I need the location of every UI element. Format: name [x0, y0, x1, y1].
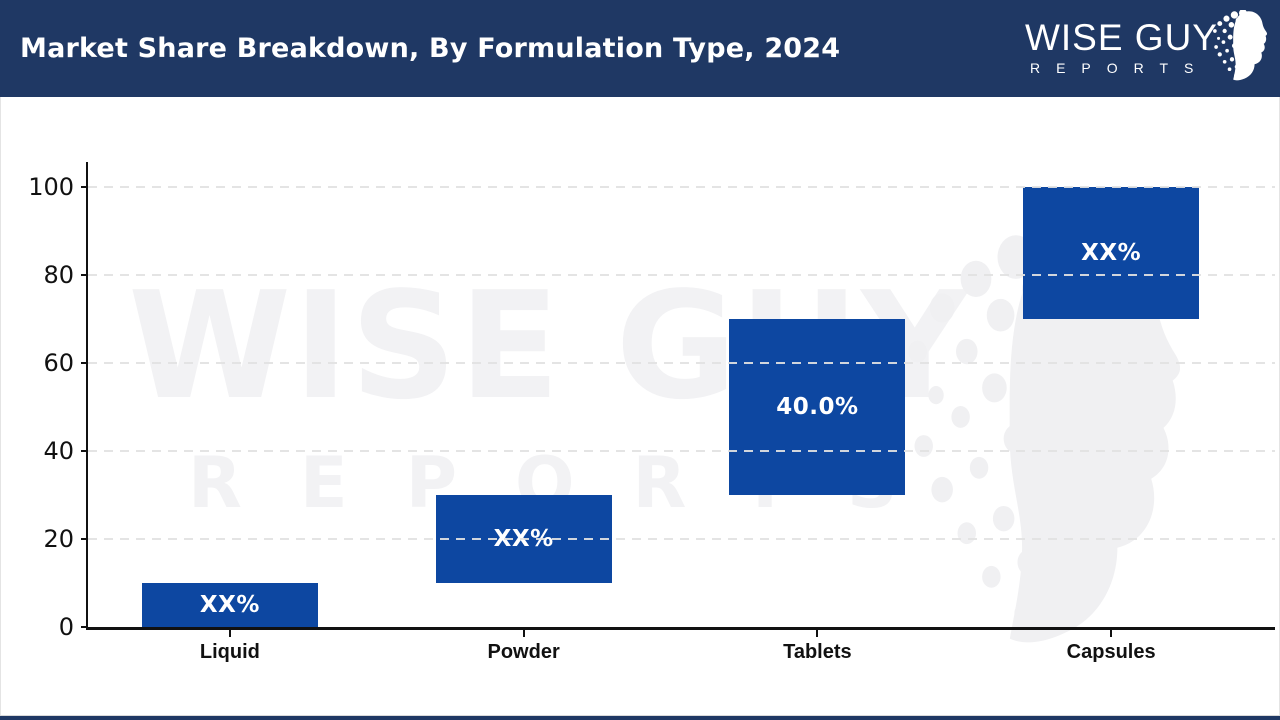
y-axis-spine	[86, 162, 88, 630]
y-gridline	[88, 274, 1275, 276]
footer-divider	[0, 715, 1280, 716]
y-tick-label: 0	[58, 613, 74, 641]
bar-label: 40.0%	[776, 394, 859, 420]
y-gridline	[88, 538, 1275, 540]
logo-text: WISE GUY REPORTS	[1024, 17, 1218, 76]
y-tick-mark	[81, 538, 88, 540]
chart-title: Market Share Breakdown, By Formulation T…	[20, 33, 841, 64]
y-tick-label: 40	[43, 437, 74, 465]
x-axis-label: Tablets	[783, 641, 852, 663]
x-axis-label: Liquid	[199, 641, 260, 663]
bar-label: XX%	[1081, 240, 1142, 266]
y-tick-mark	[81, 450, 88, 452]
header-bar: Market Share Breakdown, By Formulation T…	[0, 0, 1280, 97]
wise-guy-logo: WISE GUY REPORTS	[1025, 10, 1268, 84]
y-tick-mark	[81, 626, 88, 628]
logo-face-icon	[1213, 10, 1268, 81]
x-tick-mark	[816, 630, 819, 637]
x-axis-spine	[86, 627, 1275, 630]
bar-label: XX%	[199, 592, 260, 618]
y-tick-mark	[81, 274, 88, 276]
y-gridline	[88, 450, 1275, 452]
x-tick-mark	[522, 630, 525, 637]
x-axis-label: Powder	[487, 641, 560, 663]
y-tick-label: 20	[43, 525, 74, 553]
x-tick-mark	[1110, 630, 1113, 637]
y-tick-label: 80	[43, 261, 74, 289]
footer-bar	[0, 716, 1280, 720]
logo-subtitle: REPORTS	[1029, 59, 1210, 76]
y-tick-label: 100	[28, 173, 74, 201]
bar-liquid: XX%	[141, 583, 318, 627]
x-tick-mark	[228, 630, 231, 637]
logo-wordmark: WISE GUY	[1024, 17, 1218, 59]
y-tick-label: 60	[43, 349, 74, 377]
y-gridline	[88, 362, 1275, 364]
y-tick-mark	[81, 362, 88, 364]
y-tick-mark	[81, 186, 88, 188]
y-gridline	[88, 186, 1275, 188]
x-axis-label: Capsules	[1066, 641, 1156, 663]
bar-capsules: XX%	[1023, 187, 1200, 319]
bar-tablets: 40.0%	[729, 319, 906, 495]
